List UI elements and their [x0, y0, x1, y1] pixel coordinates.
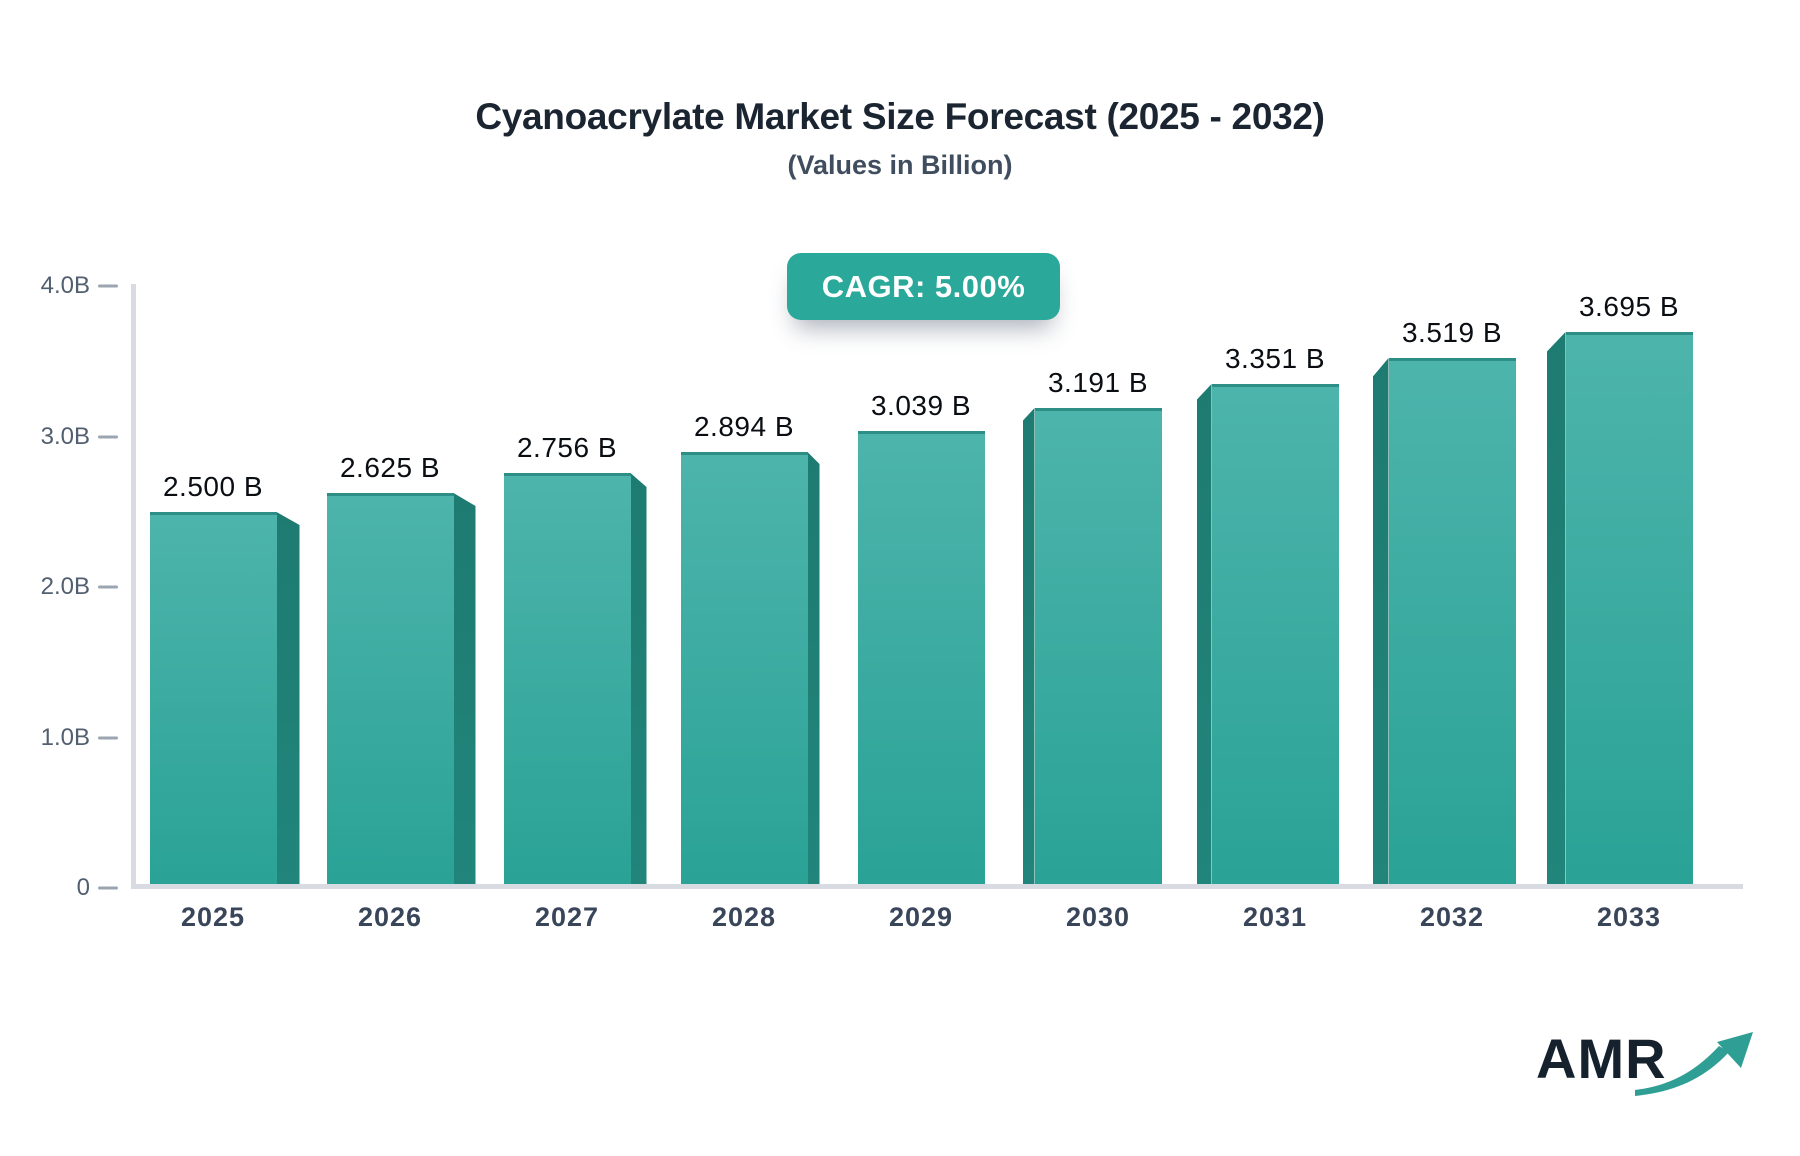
- bar-value-label: 3.191 B: [1047, 367, 1149, 398]
- bar-value-label: 2.500 B: [162, 471, 264, 502]
- bar-value-label: 3.695 B: [1578, 291, 1680, 322]
- cagr-badge: CAGR: 5.00%: [787, 253, 1060, 320]
- bar-3d-side: [1196, 384, 1212, 886]
- bar-3d-side: [1546, 332, 1566, 886]
- bar-2026: [326, 493, 454, 886]
- x-axis-tick-label: 2025: [180, 902, 246, 932]
- y-axis-tick-label: 4.0B: [40, 272, 90, 299]
- chart-title: Cyanoacrylate Market Size Forecast (2025…: [475, 96, 1325, 137]
- y-axis-tick-mark: [98, 736, 118, 739]
- x-axis-tick-label: 2033: [1596, 902, 1662, 932]
- bar-value-label: 3.519 B: [1401, 317, 1503, 348]
- bar-value-label: 2.756 B: [516, 432, 618, 463]
- x-axis-tick-label: 2027: [534, 902, 600, 932]
- bar-value-label: 3.351 B: [1224, 343, 1326, 374]
- bar-2028: [680, 452, 808, 886]
- bar-2032: [1388, 358, 1516, 886]
- x-axis-tick-label: 2026: [357, 902, 423, 932]
- amr-logo-text: AMR: [1536, 1027, 1667, 1090]
- y-axis-tick-mark: [98, 435, 118, 438]
- bar-3d-side: [630, 473, 647, 886]
- growth-arrow-icon: [1634, 1032, 1753, 1096]
- bar-2033: [1565, 332, 1693, 886]
- bar-value-label: 2.625 B: [339, 452, 441, 483]
- x-axis-tick-label: 2032: [1419, 902, 1485, 932]
- x-axis-tick-label: 2029: [888, 902, 954, 932]
- bar-value-label: 2.894 B: [693, 411, 795, 442]
- cagr-badge-label: CAGR: 5.00%: [821, 268, 1026, 304]
- y-axis-tick-label: 2.0B: [40, 573, 90, 600]
- bar-value-label: 3.039 B: [870, 390, 972, 421]
- y-axis-tick-mark: [98, 585, 118, 589]
- bar-2031: [1211, 384, 1339, 886]
- bar-3d-side: [453, 493, 476, 886]
- y-axis-line: [131, 284, 136, 889]
- amr-logo: AMR: [1536, 1028, 1759, 1106]
- y-axis-tick-label: 3.0B: [40, 422, 90, 450]
- bar-3d-side: [1022, 408, 1035, 886]
- y-axis-tick-label: 1.0B: [40, 723, 90, 751]
- y-axis-tick-label: 0: [76, 874, 90, 901]
- bar-2027: [503, 473, 631, 886]
- y-axis-tick-mark: [98, 886, 118, 890]
- bar-3d-side: [807, 452, 820, 886]
- x-axis-baseline: [131, 884, 1743, 889]
- x-axis-tick-label: 2031: [1242, 902, 1308, 932]
- y-axis-tick-mark: [98, 284, 118, 288]
- bar-2029: [857, 431, 985, 886]
- bar-3d-side: [1372, 358, 1389, 886]
- bar-2030: [1034, 408, 1162, 886]
- chart-subtitle: (Values in Billion): [787, 150, 1013, 180]
- bar-2025: [149, 512, 277, 886]
- x-axis-tick-label: 2030: [1065, 902, 1131, 932]
- bar-3d-side: [276, 512, 300, 886]
- x-axis-tick-label: 2028: [711, 902, 777, 932]
